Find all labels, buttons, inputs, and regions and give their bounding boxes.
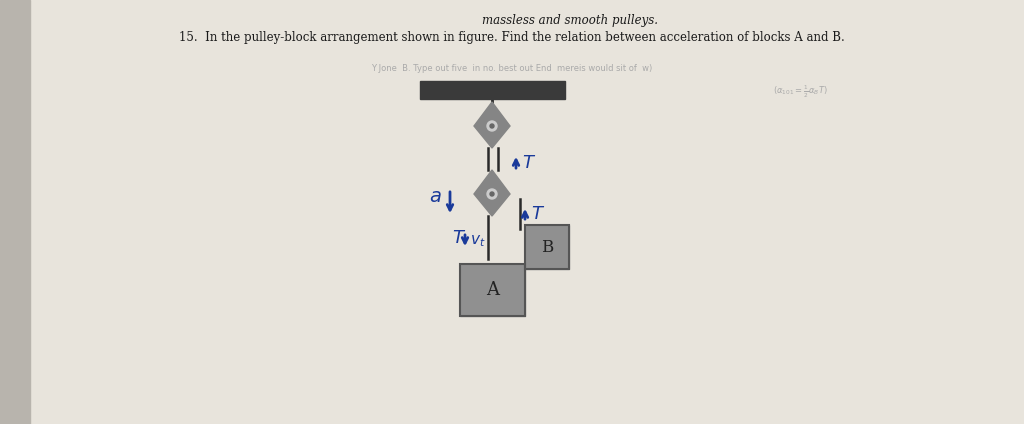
Bar xyxy=(525,225,569,269)
Text: T: T xyxy=(453,229,464,247)
Text: T: T xyxy=(522,154,534,172)
Circle shape xyxy=(490,192,494,196)
Text: B: B xyxy=(541,238,553,256)
Text: A: A xyxy=(486,281,499,299)
Text: 15.  In the pulley-block arrangement shown in figure. Find the relation between : 15. In the pulley-block arrangement show… xyxy=(179,31,845,44)
Text: $v_t$: $v_t$ xyxy=(470,233,485,249)
Bar xyxy=(420,81,565,99)
Bar xyxy=(460,264,525,316)
Polygon shape xyxy=(474,102,510,148)
Text: T: T xyxy=(531,205,542,223)
Circle shape xyxy=(490,124,494,128)
Circle shape xyxy=(487,189,497,199)
Circle shape xyxy=(487,121,497,131)
Bar xyxy=(525,225,569,269)
Polygon shape xyxy=(474,170,510,216)
Bar xyxy=(0,0,30,424)
Bar xyxy=(460,264,525,316)
Text: Y Jone  B. Type out five  in no. best out End  mereis would sit of  w): Y Jone B. Type out five in no. best out … xyxy=(372,64,652,73)
Text: massless and smooth pulleys.: massless and smooth pulleys. xyxy=(482,14,658,27)
Text: ($\alpha_{101} = \frac{1}{2}\alpha_B T$): ($\alpha_{101} = \frac{1}{2}\alpha_B T$) xyxy=(773,84,827,100)
Text: a: a xyxy=(429,187,441,206)
